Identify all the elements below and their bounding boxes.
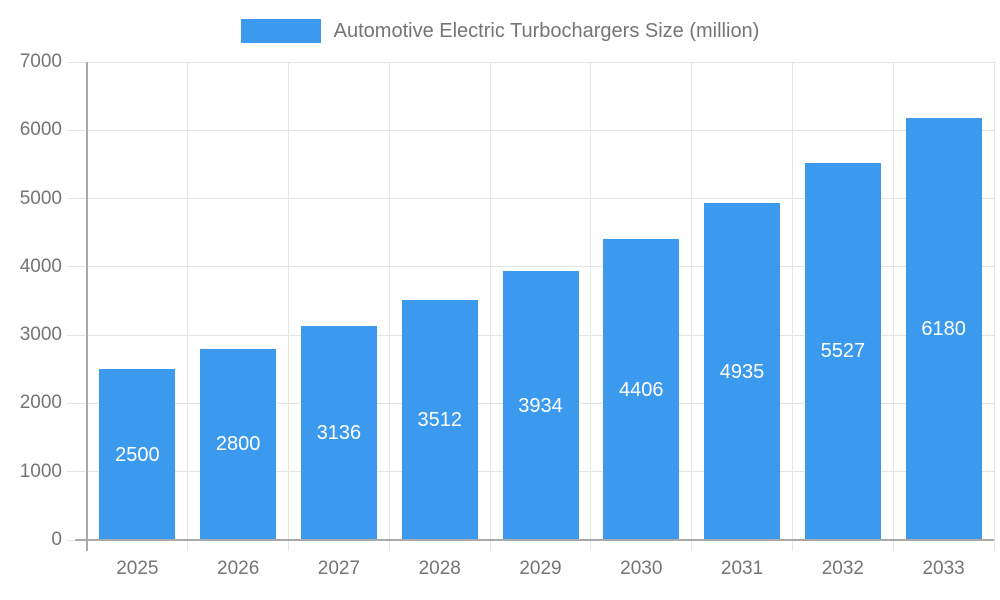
x-axis-tick	[791, 540, 793, 551]
bar-value-label: 3934	[518, 394, 563, 417]
bar-value-label: 5527	[820, 340, 866, 363]
bar	[603, 239, 680, 540]
y-axis-tick	[67, 334, 87, 336]
bar-value-label: 4935	[719, 360, 765, 383]
bar-value-label: 2500	[115, 443, 160, 466]
x-axis-line	[75, 539, 994, 541]
x-axis-tick	[288, 540, 290, 551]
x-axis-tick	[892, 540, 894, 551]
y-axis-label: 5000	[19, 187, 62, 209]
y-gridline	[87, 266, 994, 268]
x-gridline	[187, 62, 189, 540]
y-axis-label: 7000	[19, 51, 62, 72]
x-axis-label: 2033	[922, 558, 965, 579]
y-axis-tick	[67, 471, 87, 473]
bar	[502, 271, 579, 540]
x-axis-label: 2029	[519, 558, 562, 579]
bar	[905, 117, 982, 540]
y-axis-tick	[67, 266, 87, 268]
bar	[401, 300, 478, 540]
x-axis-tick	[187, 540, 189, 551]
x-axis-label: 2032	[821, 558, 864, 579]
bar	[804, 162, 881, 540]
bar-value-label: 2800	[215, 433, 261, 456]
x-axis-label: 2025	[116, 558, 159, 579]
y-axis-tick	[67, 129, 87, 131]
x-axis-tick	[993, 540, 995, 551]
x-axis-label: 2028	[418, 558, 461, 579]
bar-value-label: 6180	[921, 317, 966, 340]
y-axis-label: 6000	[19, 119, 62, 141]
legend-label: Automotive Electric Turbochargers Size (…	[333, 19, 760, 42]
x-gridline	[993, 62, 995, 540]
x-axis-label: 2026	[217, 558, 260, 579]
x-axis-label: 2030	[620, 558, 663, 579]
y-axis-label: 4000	[19, 255, 62, 277]
y-axis-label: 2000	[19, 392, 62, 414]
x-axis-tick	[691, 540, 693, 551]
x-axis-tick	[590, 540, 592, 551]
y-axis-label: 1000	[19, 460, 62, 482]
x-gridline	[892, 62, 894, 540]
bar	[200, 348, 277, 540]
legend-swatch	[240, 19, 321, 43]
bar-value-label: 3512	[417, 409, 462, 432]
x-gridline	[489, 62, 491, 540]
bar	[704, 203, 781, 540]
bar	[99, 369, 176, 540]
x-axis-label: 2031	[720, 558, 764, 579]
y-axis-tick	[67, 61, 87, 63]
bar-value-label: 4406	[619, 378, 664, 401]
y-gridline	[87, 198, 994, 200]
y-axis-line	[86, 62, 88, 551]
y-axis-label: 0	[51, 529, 62, 550]
x-gridline	[791, 62, 793, 540]
y-gridline	[87, 61, 994, 63]
x-axis-label: 2027	[317, 558, 361, 579]
x-gridline	[288, 62, 290, 540]
y-gridline	[87, 129, 994, 131]
x-gridline	[691, 62, 693, 540]
bar	[300, 325, 377, 540]
bar-value-label: 3136	[316, 421, 362, 444]
y-axis-tick	[67, 402, 87, 404]
x-axis-tick	[388, 540, 390, 551]
x-gridline	[590, 62, 592, 540]
x-axis-tick	[489, 540, 491, 551]
y-axis-label: 3000	[19, 324, 62, 346]
y-axis-tick	[67, 198, 87, 200]
x-gridline	[388, 62, 390, 540]
legend[interactable]: Automotive Electric Turbochargers Size (…	[0, 14, 1000, 48]
